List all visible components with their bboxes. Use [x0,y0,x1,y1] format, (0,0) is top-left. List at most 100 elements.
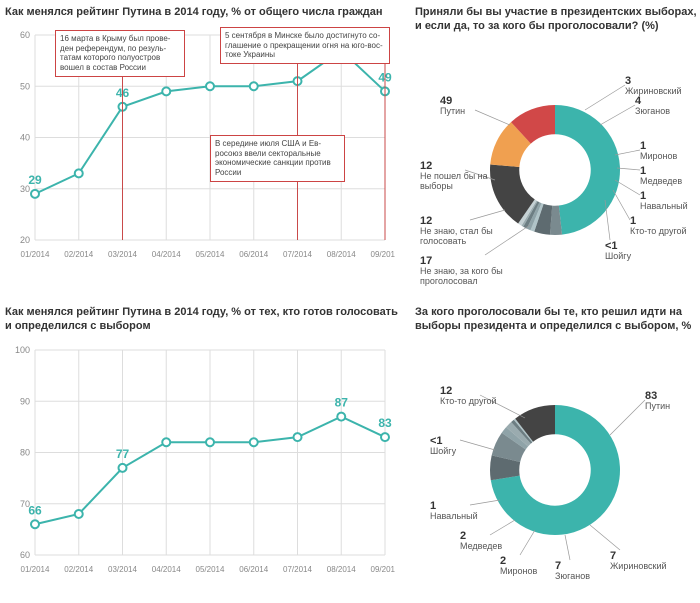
donut-label: 2Медведев [460,530,530,552]
donut-chart-2: 83Путин12Кто-то другой<1Шойгу1Навальный2… [415,340,695,590]
donut-label-text: Шойгу [605,251,631,261]
y-tick-label: 60 [20,30,30,40]
donut-1-title: Приняли бы вы участие в президентских вы… [415,5,700,34]
leader-line [615,180,640,195]
donut-label: 49Путин [440,95,510,117]
callout-box: 5 сентября в Минске было достигнуто со- … [220,27,390,64]
donut-label-text: Путин [440,106,465,116]
data-marker [31,520,39,528]
donut-label-text: Миронов [640,151,677,161]
callout-box: В середине июля США и Ев- росоюз ввели с… [210,135,345,181]
line-chart-1-panel: Как менялся рейтинг Путина в 2014 году, … [5,5,405,295]
donut-label: 17Не знаю, за кого бы проголосовал [420,255,530,287]
data-marker [250,83,258,91]
x-tick-label: 01/2014 [21,565,50,574]
leader-line [615,150,640,155]
donut-segment [555,105,620,235]
donut-label: 12Не пошел бы на выборы [420,160,490,192]
donut-label: 1Навальный [640,190,700,212]
donut-label-text: Кто-то другой [630,226,687,236]
donut-label: 7Зюганов [555,560,615,582]
donut-1-panel: Приняли бы вы участие в президентских вы… [415,5,700,295]
donut-label: 12Не знаю, стал бы голосовать [420,215,500,247]
data-marker [75,170,83,178]
y-tick-label: 40 [20,133,30,143]
donut-label-text: Зюганов [555,571,590,581]
donut-label-text: Миронов [500,566,537,576]
data-marker [294,433,302,441]
y-tick-label: 100 [15,345,30,355]
donut-label-text: Жириновский [610,561,667,571]
x-tick-label: 09/2014 [371,565,395,574]
callout-box: 16 марта в Крыму был прове- ден референд… [55,30,185,76]
donut-label: 3Жириновский [625,75,695,97]
donut-label: 4Зюганов [635,95,700,117]
leader-line [613,190,630,220]
data-marker [206,438,214,446]
y-tick-label: 80 [20,447,30,457]
data-label: 83 [378,416,392,430]
donut-label-text: Зюганов [635,106,670,116]
x-tick-label: 06/2014 [239,250,268,259]
x-tick-label: 05/2014 [196,250,225,259]
leader-line [585,85,625,110]
line-chart-2: 6070809010001/201402/201403/201404/20140… [5,340,395,580]
x-tick-label: 09/2014 [371,250,395,259]
data-marker [250,438,258,446]
data-label: 29 [28,173,42,187]
x-tick-label: 02/2014 [64,250,93,259]
leader-line [590,525,620,550]
line-chart-1: 203040506001/201402/201403/201404/201405… [5,25,395,265]
donut-label-text: Не знаю, стал бы голосовать [420,226,493,246]
line-chart-2-panel: Как менялся рейтинг Путина в 2014 году, … [5,305,405,595]
line-chart-1-title: Как менялся рейтинг Путина в 2014 году, … [5,5,405,19]
donut-2-panel: За кого проголосовали бы те, кто решил и… [415,305,700,595]
data-label: 87 [335,395,349,409]
data-marker [381,433,389,441]
x-tick-label: 08/2014 [327,250,356,259]
x-tick-label: 01/2014 [21,250,50,259]
x-tick-label: 06/2014 [239,565,268,574]
data-marker [337,412,345,420]
y-tick-label: 60 [20,550,30,560]
data-marker [119,463,127,471]
donut-label: <1Шойгу [430,435,480,457]
data-label: 77 [116,446,130,460]
x-tick-label: 04/2014 [152,565,181,574]
data-label: 66 [28,503,42,517]
data-marker [162,438,170,446]
y-tick-label: 90 [20,396,30,406]
x-tick-label: 05/2014 [196,565,225,574]
leader-line [600,105,635,125]
donut-label: 7Жириновский [610,550,690,572]
donut-label: 1Миронов [640,140,700,162]
donut-label: 1Медведев [640,165,700,187]
donut-label-text: Путин [645,401,670,411]
donut-label: 12Кто-то другой [440,385,500,407]
donut-label-text: Кто-то другой [440,396,497,406]
donut-chart-1: 49Путин3Жириновский4Зюганов1Миронов1Медв… [415,40,695,290]
donut-label-text: Навальный [640,201,688,211]
x-tick-label: 03/2014 [108,250,137,259]
donut-label: 2Миронов [500,555,560,577]
leader-line [617,168,640,170]
donut-label: 1Кто-то другой [630,215,690,237]
line-chart-svg: 6070809010001/201402/201403/201404/20140… [5,340,395,580]
donut-label-text: Не пошел бы на выборы [420,171,488,191]
x-tick-label: 07/2014 [283,250,312,259]
donut-label-text: Шойгу [430,446,456,456]
data-marker [75,510,83,518]
donut-label-text: Не знаю, за кого бы проголосовал [420,266,503,286]
data-marker [162,88,170,96]
x-tick-label: 07/2014 [283,565,312,574]
donut-label-text: Медведев [640,176,682,186]
donut-label-text: Медведев [460,541,502,551]
x-tick-label: 04/2014 [152,250,181,259]
donut-label-text: Навальный [430,511,478,521]
y-tick-label: 20 [20,235,30,245]
line-chart-2-title: Как менялся рейтинг Путина в 2014 году, … [5,305,405,334]
y-tick-label: 50 [20,82,30,92]
x-tick-label: 02/2014 [64,565,93,574]
donut-label: 83Путин [645,390,700,412]
leader-line [565,535,570,560]
